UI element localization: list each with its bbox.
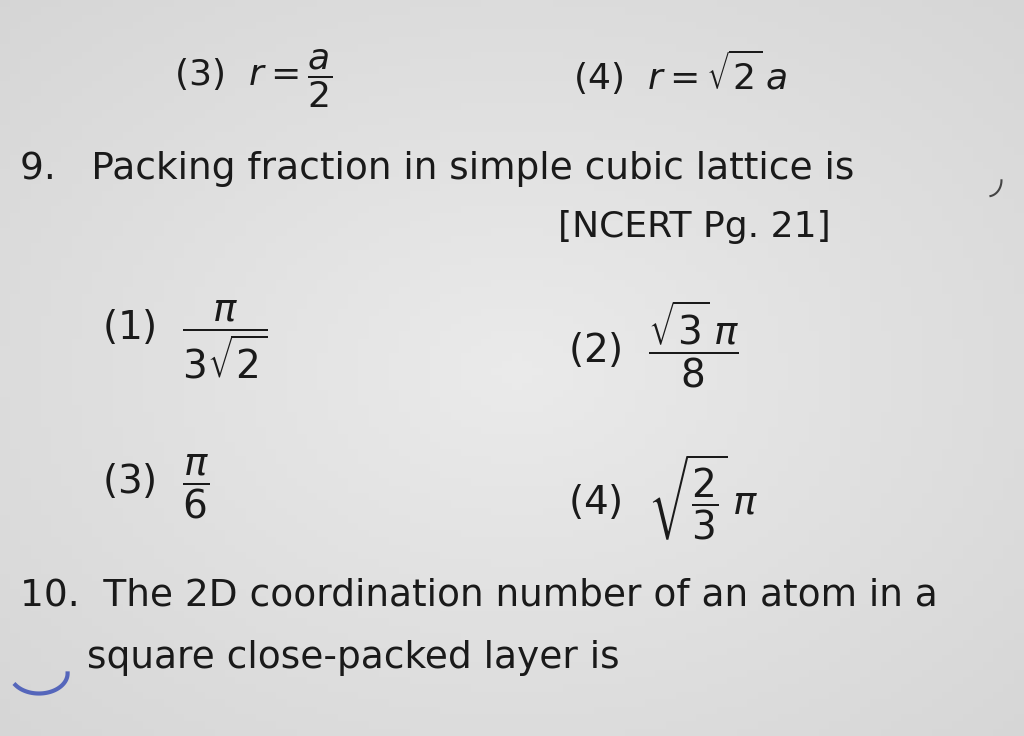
Text: $(3)\ \ \dfrac{\pi}{6}$: $(3)\ \ \dfrac{\pi}{6}$ bbox=[102, 453, 210, 521]
Text: $(3)\ \ r = \dfrac{a}{2}$: $(3)\ \ r = \dfrac{a}{2}$ bbox=[174, 48, 333, 110]
Text: 9.   Packing fraction in simple cubic lattice is: 9. Packing fraction in simple cubic latt… bbox=[20, 151, 855, 187]
Text: [NCERT Pg. 21]: [NCERT Pg. 21] bbox=[558, 210, 830, 244]
Text: $(4)\ \ r = \sqrt{2}\,a$: $(4)\ \ r = \sqrt{2}\,a$ bbox=[573, 48, 788, 97]
Text: $(2)\ \ \dfrac{\sqrt{3}\,\pi}{8}$: $(2)\ \ \dfrac{\sqrt{3}\,\pi}{8}$ bbox=[568, 298, 739, 389]
Text: 10.  The 2D coordination number of an atom in a: 10. The 2D coordination number of an ato… bbox=[20, 578, 938, 614]
Text: square close-packed layer is: square close-packed layer is bbox=[87, 640, 620, 676]
Text: $(1)\ \ \dfrac{\pi}{3\sqrt{2}}$: $(1)\ \ \dfrac{\pi}{3\sqrt{2}}$ bbox=[102, 298, 267, 381]
Text: $(4)\ \ \sqrt{\dfrac{2}{3}}\,\pi$: $(4)\ \ \sqrt{\dfrac{2}{3}}\,\pi$ bbox=[568, 453, 759, 542]
